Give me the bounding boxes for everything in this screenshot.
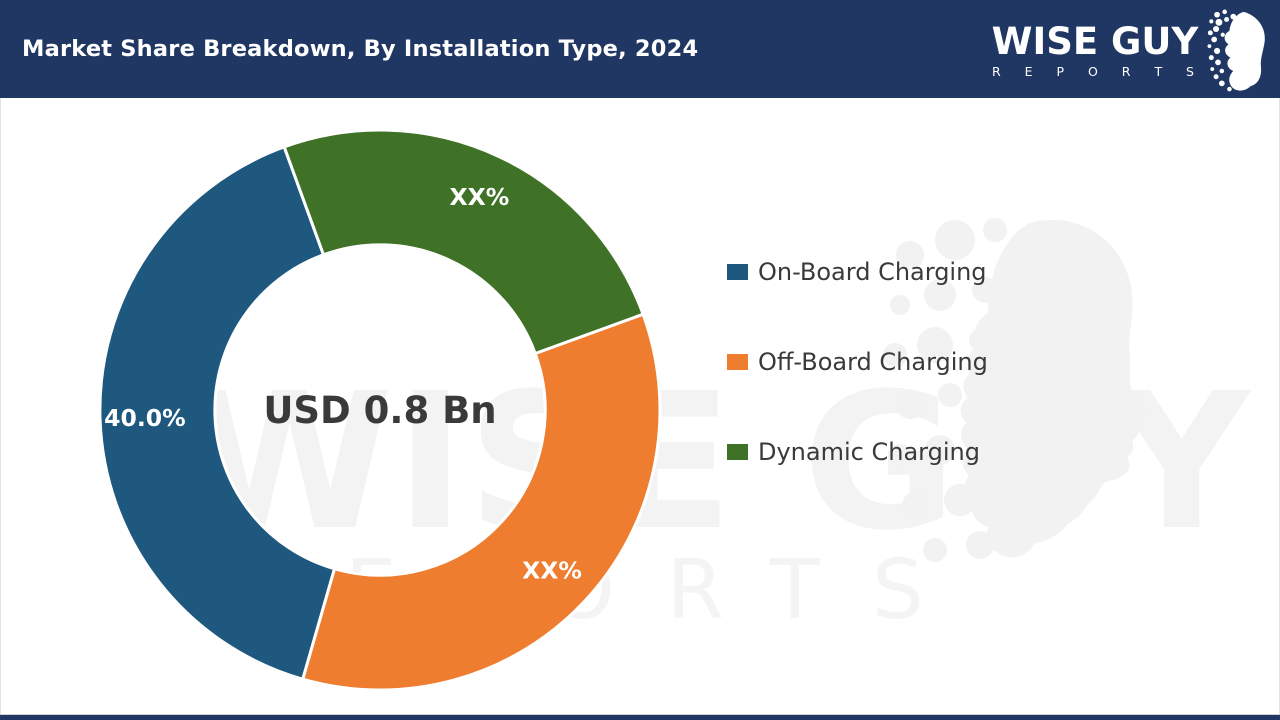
legend-swatch-on-board — [727, 264, 748, 280]
donut-chart: 40.0% XX% XX% USD 0.8 Bn — [98, 128, 662, 692]
logo-head-icon — [1207, 9, 1265, 92]
watermark-head-icon — [883, 218, 1148, 562]
slice-label: XX% — [522, 556, 582, 584]
legend-label: Dynamic Charging — [758, 438, 980, 466]
legend-label: Off-Board Charging — [758, 348, 988, 376]
legend-item-dynamic-charging: Dynamic Charging — [727, 427, 988, 477]
header-bar: Market Share Breakdown, By Installation … — [0, 0, 1280, 98]
logo-text: WISE GUY R E P O R T S — [986, 19, 1204, 79]
chart-legend: On-Board Charging Off-Board Charging Dyn… — [727, 247, 988, 517]
logo-subtitle: R E P O R T S — [991, 63, 1204, 79]
donut-slice-dynamic-charging — [282, 128, 645, 355]
page-title: Market Share Breakdown, By Installation … — [22, 36, 699, 62]
legend-item-off-board-charging: Off-Board Charging — [727, 337, 988, 387]
slice-label: 40.0% — [104, 404, 186, 432]
donut-slice-on-board-charging — [98, 145, 336, 681]
donut-slice-off-board-charging — [301, 312, 662, 692]
donut-center-label: USD 0.8 Bn — [263, 389, 496, 432]
legend-item-on-board-charging: On-Board Charging — [727, 247, 988, 297]
slice-label: XX% — [450, 183, 510, 211]
legend-swatch-off-board — [727, 354, 748, 370]
footer-bar — [0, 714, 1280, 720]
wise-guy-reports-logo: WISE GUY R E P O R T S — [986, 8, 1272, 92]
logo-wordmark: WISE GUY — [991, 19, 1199, 63]
legend-swatch-dynamic — [727, 444, 748, 460]
legend-label: On-Board Charging — [758, 258, 987, 286]
